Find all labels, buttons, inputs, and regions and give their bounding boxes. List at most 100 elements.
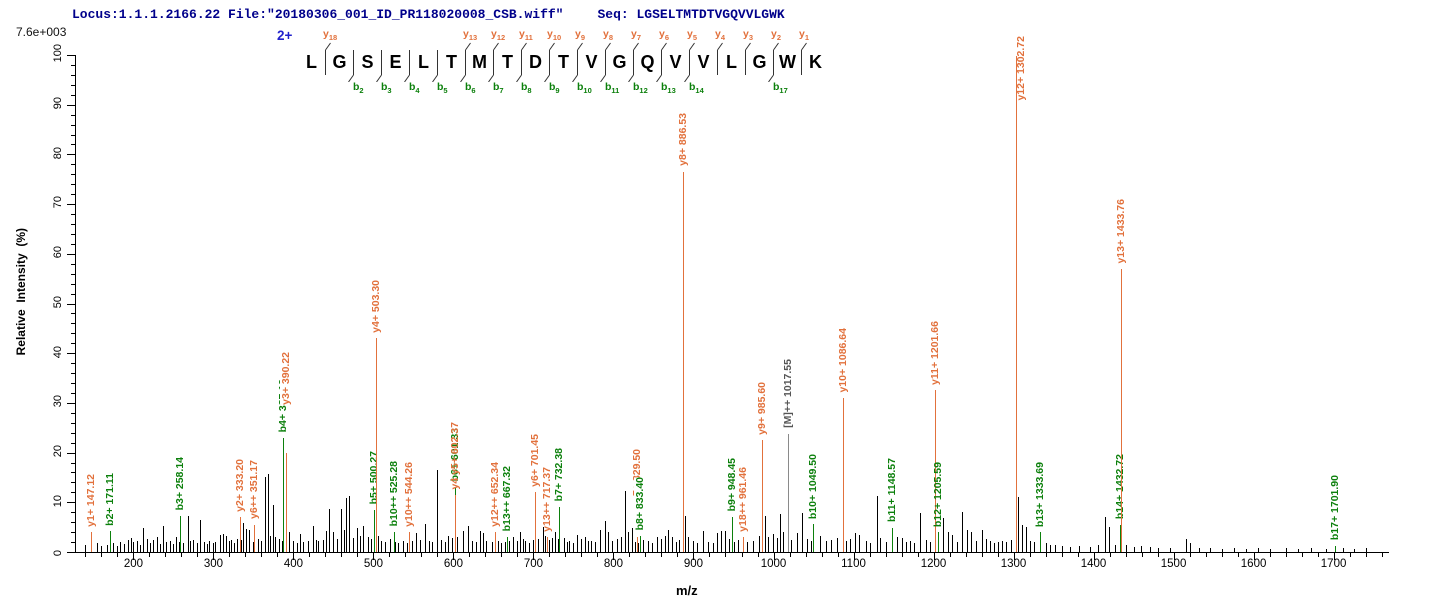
x-tick-label: 1500 (1160, 558, 1187, 570)
peak (651, 543, 653, 552)
b-ion-label: b4 (409, 80, 420, 95)
residue: M (472, 52, 487, 72)
peak (901, 538, 903, 552)
peak (226, 536, 228, 552)
x-tick (1109, 552, 1111, 557)
y-tick-label: 0 (52, 550, 64, 557)
peak (1030, 541, 1032, 552)
peak (998, 542, 1000, 552)
peak (1055, 544, 1057, 552)
x-tick (1045, 552, 1047, 557)
peak (293, 541, 295, 552)
y-tick (67, 353, 75, 355)
peak-label: b13++ 667.32 (501, 466, 514, 532)
peak-label: b3+ 258.14 (173, 456, 186, 511)
peak (228, 541, 230, 552)
peak (679, 540, 681, 552)
x-tick (373, 552, 375, 560)
peak (801, 512, 803, 552)
peak (223, 534, 225, 552)
x-tick (837, 552, 839, 557)
peak (576, 534, 578, 552)
x-tick (1205, 552, 1207, 557)
peak (981, 529, 983, 552)
peak-b-ion (1040, 532, 1042, 552)
x-tick (293, 552, 295, 560)
x-tick-label: 700 (523, 558, 544, 570)
y-tick (70, 134, 75, 136)
peak (563, 538, 565, 552)
peak (243, 523, 245, 552)
cleavage-separator: b4 (404, 42, 420, 95)
y-tick (70, 383, 75, 385)
peak (236, 539, 238, 552)
peak (127, 539, 129, 552)
peak (296, 543, 298, 552)
peak (371, 539, 373, 552)
peak (349, 495, 351, 552)
peak (264, 477, 266, 552)
peak (437, 470, 439, 552)
x-tick (277, 552, 279, 557)
peak (1140, 546, 1142, 552)
peak (819, 536, 821, 552)
x-tick (533, 552, 535, 560)
peak (717, 532, 719, 552)
y-tick (67, 552, 75, 553)
peak (307, 541, 309, 552)
peak-label: b10+ 1049.50 (807, 453, 820, 519)
precursor-charge: 2+ (277, 28, 293, 43)
peak (336, 539, 338, 552)
y-tick-label: 100 (52, 44, 64, 63)
peak (967, 529, 969, 552)
peak-label: y4 y5+ 602.37 (449, 421, 462, 490)
cleavage-mark (516, 42, 527, 82)
peak (567, 542, 569, 552)
x-tick (485, 552, 487, 557)
peak (119, 542, 121, 552)
peak (187, 515, 189, 552)
peak-label: b12+ 1205.59 (932, 461, 944, 527)
peak (183, 543, 185, 552)
cleavage-separator: y13 b6 (460, 28, 477, 95)
peak (1285, 548, 1287, 552)
peak (1005, 542, 1007, 552)
peak (989, 541, 991, 552)
peak (289, 532, 291, 552)
peak (203, 542, 205, 552)
x-tick (165, 552, 167, 557)
x-tick (1077, 552, 1079, 557)
x-tick-label: 600 (443, 558, 464, 570)
x-tick (885, 552, 887, 557)
cleavage-mark (376, 50, 382, 82)
peak-y-ion (91, 532, 93, 552)
peak (471, 541, 473, 552)
peak-y-ion (495, 532, 497, 552)
peak-b-ion (732, 517, 734, 552)
x-axis-title: m/z (676, 583, 698, 598)
peak-b-ion (640, 536, 642, 552)
x-tick (1237, 552, 1239, 557)
peak (407, 543, 409, 552)
peak (1097, 544, 1099, 552)
peak (523, 539, 525, 552)
y-ion-label: y6 (659, 28, 670, 43)
peak (107, 545, 108, 552)
y-tick-label: 70 (52, 196, 64, 209)
peak-label: y10++ 544.26 (402, 461, 415, 527)
y-tick (70, 283, 75, 285)
x-tick (325, 552, 327, 557)
peak (1157, 548, 1159, 552)
peak-b-ion (1119, 524, 1121, 552)
peak (123, 544, 125, 552)
y-tick (67, 452, 75, 454)
peak (299, 534, 301, 552)
b-ion-label: b11 (605, 80, 620, 95)
peak (234, 543, 236, 552)
peak-b-ion (892, 527, 894, 552)
peak (685, 515, 687, 552)
peak (779, 514, 781, 552)
x-tick (1285, 552, 1287, 557)
peak (1311, 548, 1313, 552)
